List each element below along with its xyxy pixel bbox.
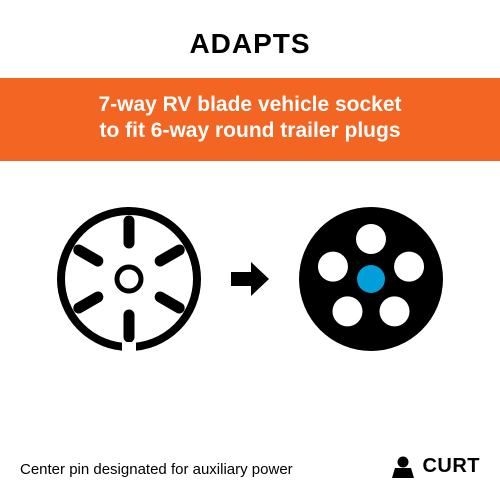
seven-way-socket-icon — [51, 201, 207, 357]
banner-line-2: to fit 6-way round trailer plugs — [20, 118, 480, 144]
connector-diagram — [0, 201, 500, 357]
brand-name: CURT — [422, 455, 480, 478]
hitch-ball-icon — [390, 456, 416, 478]
six-way-plug-icon — [293, 201, 449, 357]
description-banner: 7-way RV blade vehicle socket to fit 6-w… — [0, 78, 500, 161]
header: ADAPTS — [0, 0, 500, 78]
arrow-right-icon — [229, 258, 271, 300]
banner-line-1: 7-way RV blade vehicle socket — [20, 92, 480, 118]
footer: Center pin designated for auxiliary powe… — [20, 455, 480, 478]
brand-logo: CURT — [390, 455, 480, 478]
footnote-text: Center pin designated for auxiliary powe… — [20, 461, 293, 478]
page-title: ADAPTS — [0, 28, 500, 60]
